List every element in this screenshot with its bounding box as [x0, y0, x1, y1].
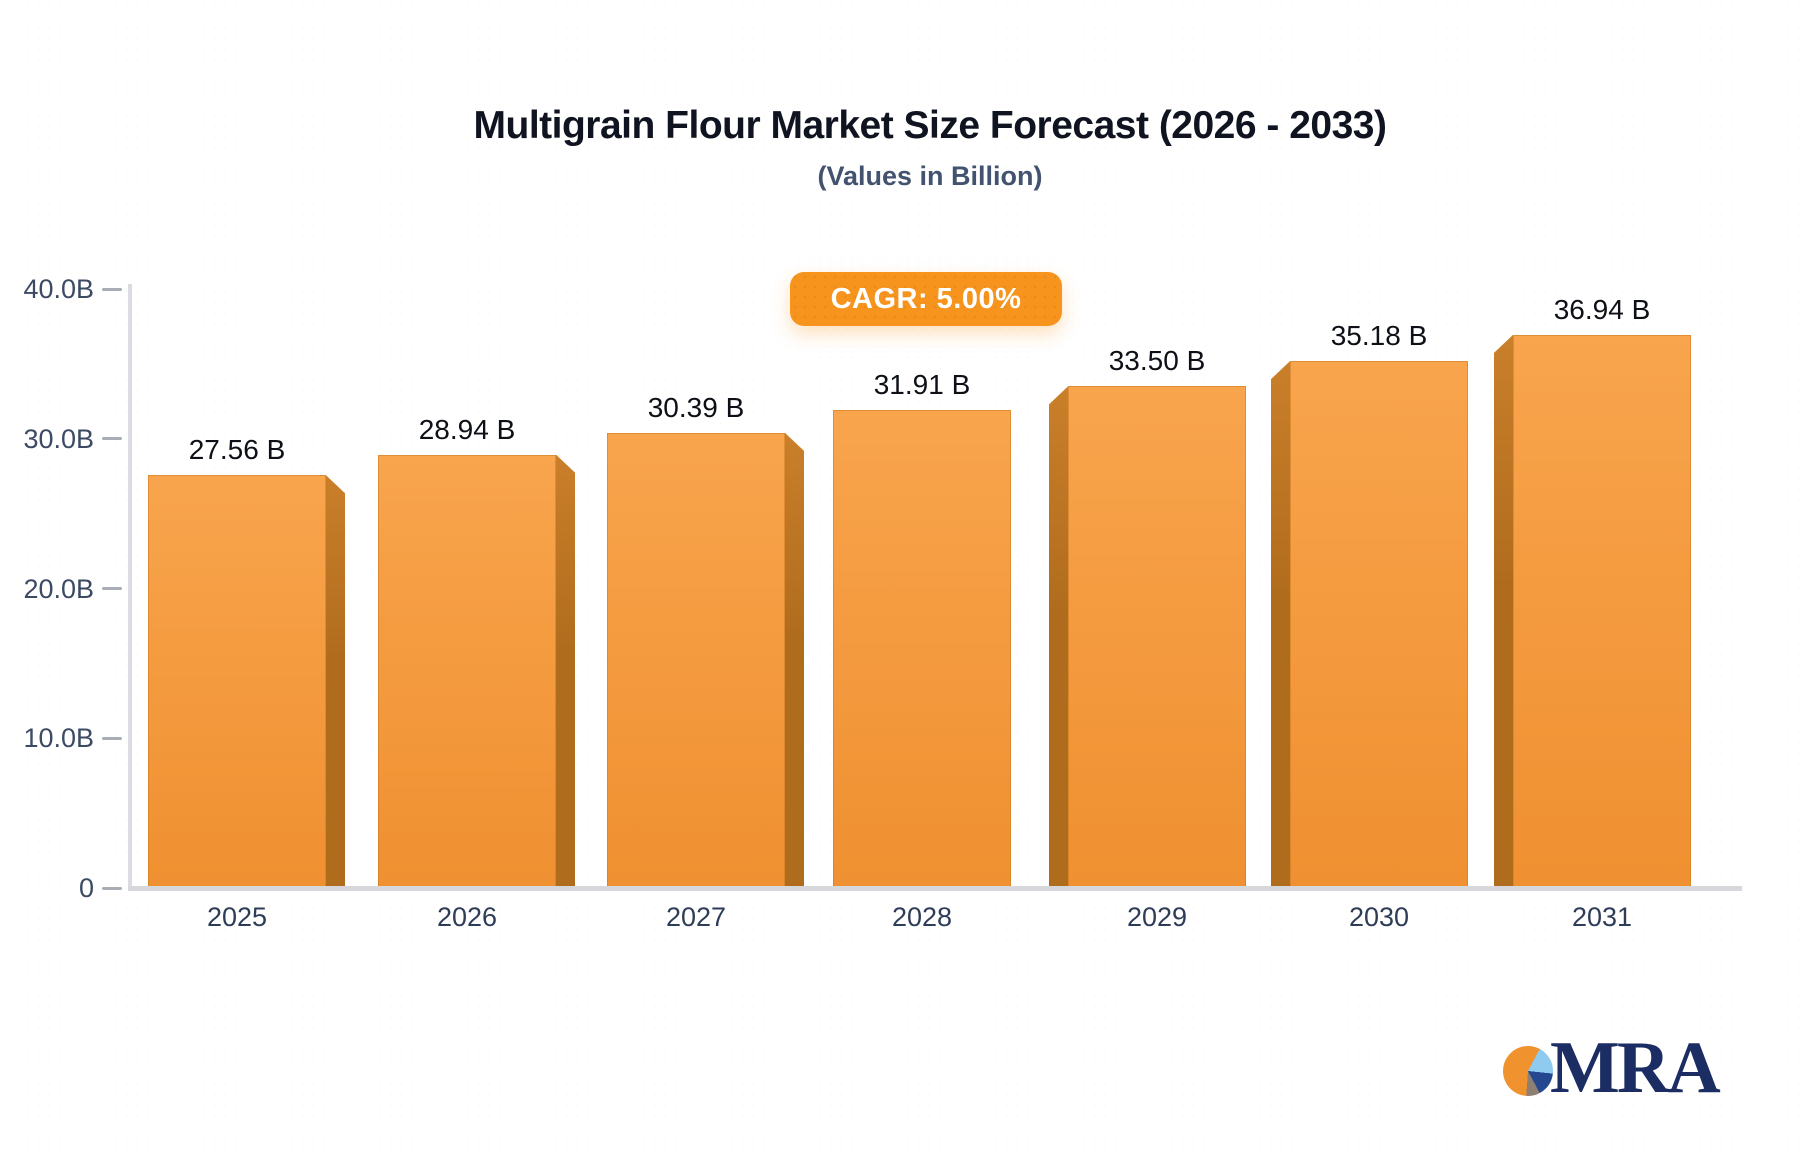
cagr-badge-label: CAGR: 5.00%	[830, 282, 1022, 315]
y-tick-mark	[102, 287, 122, 291]
bar-value-label: 30.39 B	[647, 391, 745, 423]
bar-value-label: 33.50 B	[1108, 345, 1206, 377]
x-tick-label: 2028	[891, 902, 953, 932]
y-tick-mark	[102, 886, 122, 890]
bar-side-face	[326, 475, 345, 890]
y-tick-mark	[102, 587, 122, 590]
bar	[1290, 361, 1468, 888]
y-tick-label: 40.0B	[23, 274, 94, 304]
y-tick-label: 30.0B	[23, 423, 94, 454]
mra-logo-text: MRA	[1550, 1027, 1721, 1109]
bar	[378, 454, 556, 888]
chart-subtitle: (Values in Billion)	[817, 161, 1043, 191]
y-tick-label: 20.0B	[23, 573, 94, 604]
x-tick-label: 2029	[1126, 902, 1188, 932]
bar	[833, 410, 1011, 888]
bar-side-face	[556, 454, 575, 890]
x-tick-label: 2025	[206, 902, 268, 932]
bar	[607, 432, 785, 888]
bar-value-label: 35.18 B	[1330, 320, 1428, 352]
cagr-badge: CAGR: 5.00%	[790, 272, 1062, 326]
x-tick-label: 2031	[1571, 902, 1633, 932]
bar-value-label: 27.56 B	[188, 434, 286, 466]
x-axis-line	[128, 886, 1742, 891]
y-tick-mark	[102, 736, 122, 740]
y-tick-label: 0	[78, 873, 94, 903]
y-axis-line	[128, 284, 132, 890]
bar-side-face	[1271, 361, 1290, 890]
chart-title: Multigrain Flour Market Size Forecast (2…	[473, 104, 1387, 147]
bar-side-face	[1049, 386, 1068, 890]
x-tick-label: 2027	[665, 902, 727, 932]
bar-side-face	[785, 432, 804, 890]
x-tick-label: 2030	[1348, 902, 1410, 932]
bar-value-label: 36.94 B	[1553, 293, 1651, 325]
bar-side-face	[1494, 334, 1513, 890]
bar	[1513, 334, 1691, 888]
bar-value-label: 31.91 B	[873, 369, 971, 401]
bar-value-label: 28.94 B	[418, 413, 516, 445]
y-tick-mark	[102, 437, 122, 441]
pie-chart-icon	[1503, 1046, 1553, 1096]
bar	[148, 475, 326, 888]
mra-logo: MRA	[1503, 1027, 1721, 1109]
y-tick-label: 10.0B	[23, 723, 94, 754]
x-tick-label: 2026	[436, 902, 498, 932]
bar	[1068, 386, 1246, 888]
